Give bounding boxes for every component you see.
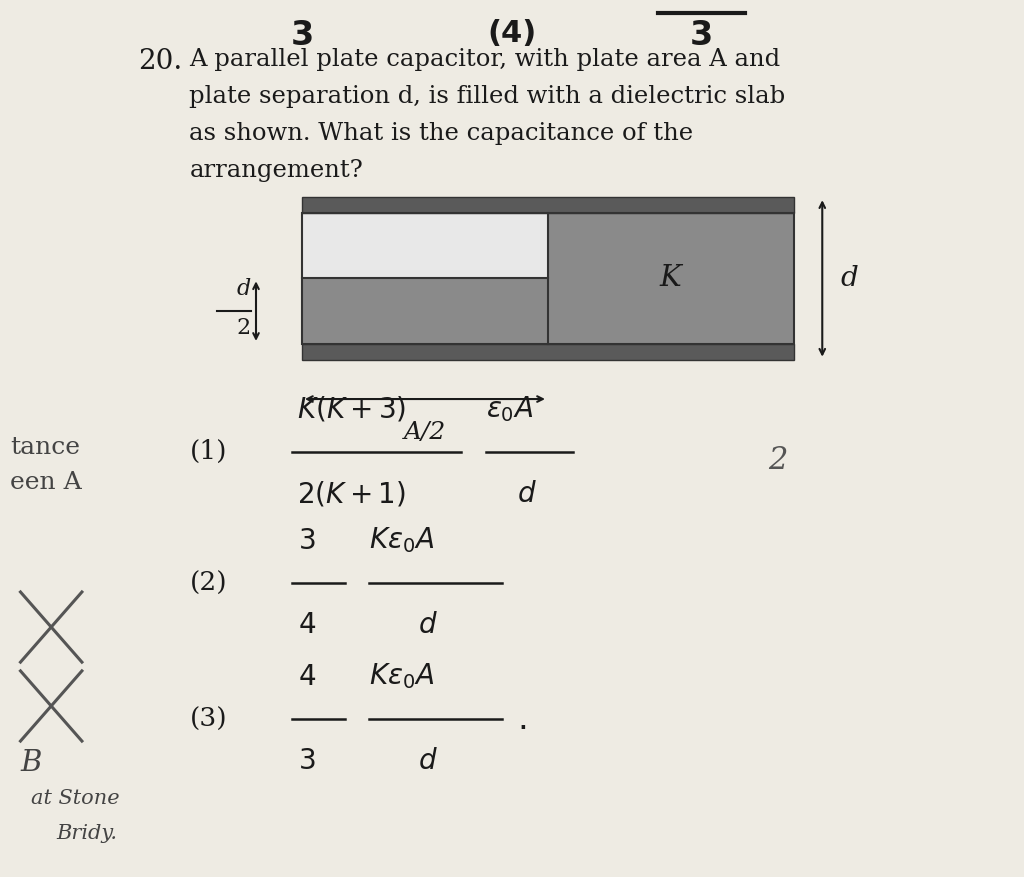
Text: K: K [659, 265, 682, 292]
Bar [302, 197, 794, 213]
Text: 20.: 20. [138, 48, 182, 75]
Text: (4): (4) [487, 19, 537, 48]
Text: d: d [237, 278, 251, 300]
Text: (3): (3) [189, 707, 227, 731]
Text: as shown. What is the capacitance of the: as shown. What is the capacitance of the [189, 122, 693, 145]
Bar [302, 344, 794, 360]
Text: $3$: $3$ [298, 527, 316, 555]
Text: (1): (1) [189, 439, 227, 464]
Text: 2: 2 [237, 317, 251, 339]
Text: 3: 3 [690, 19, 713, 53]
Text: .: . [517, 702, 527, 736]
Text: A parallel plate capacitor, with plate area A and: A parallel plate capacitor, with plate a… [189, 48, 780, 71]
Bar [302, 213, 548, 279]
Text: $\varepsilon_0 A$: $\varepsilon_0 A$ [486, 394, 534, 424]
Text: $4$: $4$ [298, 663, 316, 691]
Text: $K\varepsilon_0 A$: $K\varepsilon_0 A$ [369, 661, 434, 691]
Text: arrangement?: arrangement? [189, 159, 364, 182]
Text: d: d [841, 265, 858, 292]
Text: tance: tance [10, 436, 80, 459]
Text: $4$: $4$ [298, 611, 316, 639]
Text: $d$: $d$ [418, 611, 437, 639]
Text: (2): (2) [189, 571, 227, 595]
Text: $d$: $d$ [418, 747, 437, 775]
Bar [548, 213, 794, 344]
Bar [302, 279, 548, 344]
Text: plate separation d, is filled with a dielectric slab: plate separation d, is filled with a die… [189, 85, 785, 108]
Text: $K\varepsilon_0 A$: $K\varepsilon_0 A$ [369, 525, 434, 555]
Text: $2(K+1)$: $2(K+1)$ [297, 480, 406, 509]
Text: $3$: $3$ [298, 747, 316, 775]
Text: $K(K+3)$: $K(K+3)$ [297, 395, 407, 424]
Text: 3: 3 [291, 19, 313, 53]
Text: een A: een A [10, 471, 82, 494]
Text: 2: 2 [768, 445, 787, 476]
Text: A/2: A/2 [403, 421, 446, 444]
Bar [302, 213, 794, 344]
Text: B: B [20, 749, 42, 777]
Text: at Stone: at Stone [31, 788, 120, 808]
Text: Bridy.: Bridy. [56, 824, 118, 843]
Text: $d$: $d$ [517, 480, 537, 508]
